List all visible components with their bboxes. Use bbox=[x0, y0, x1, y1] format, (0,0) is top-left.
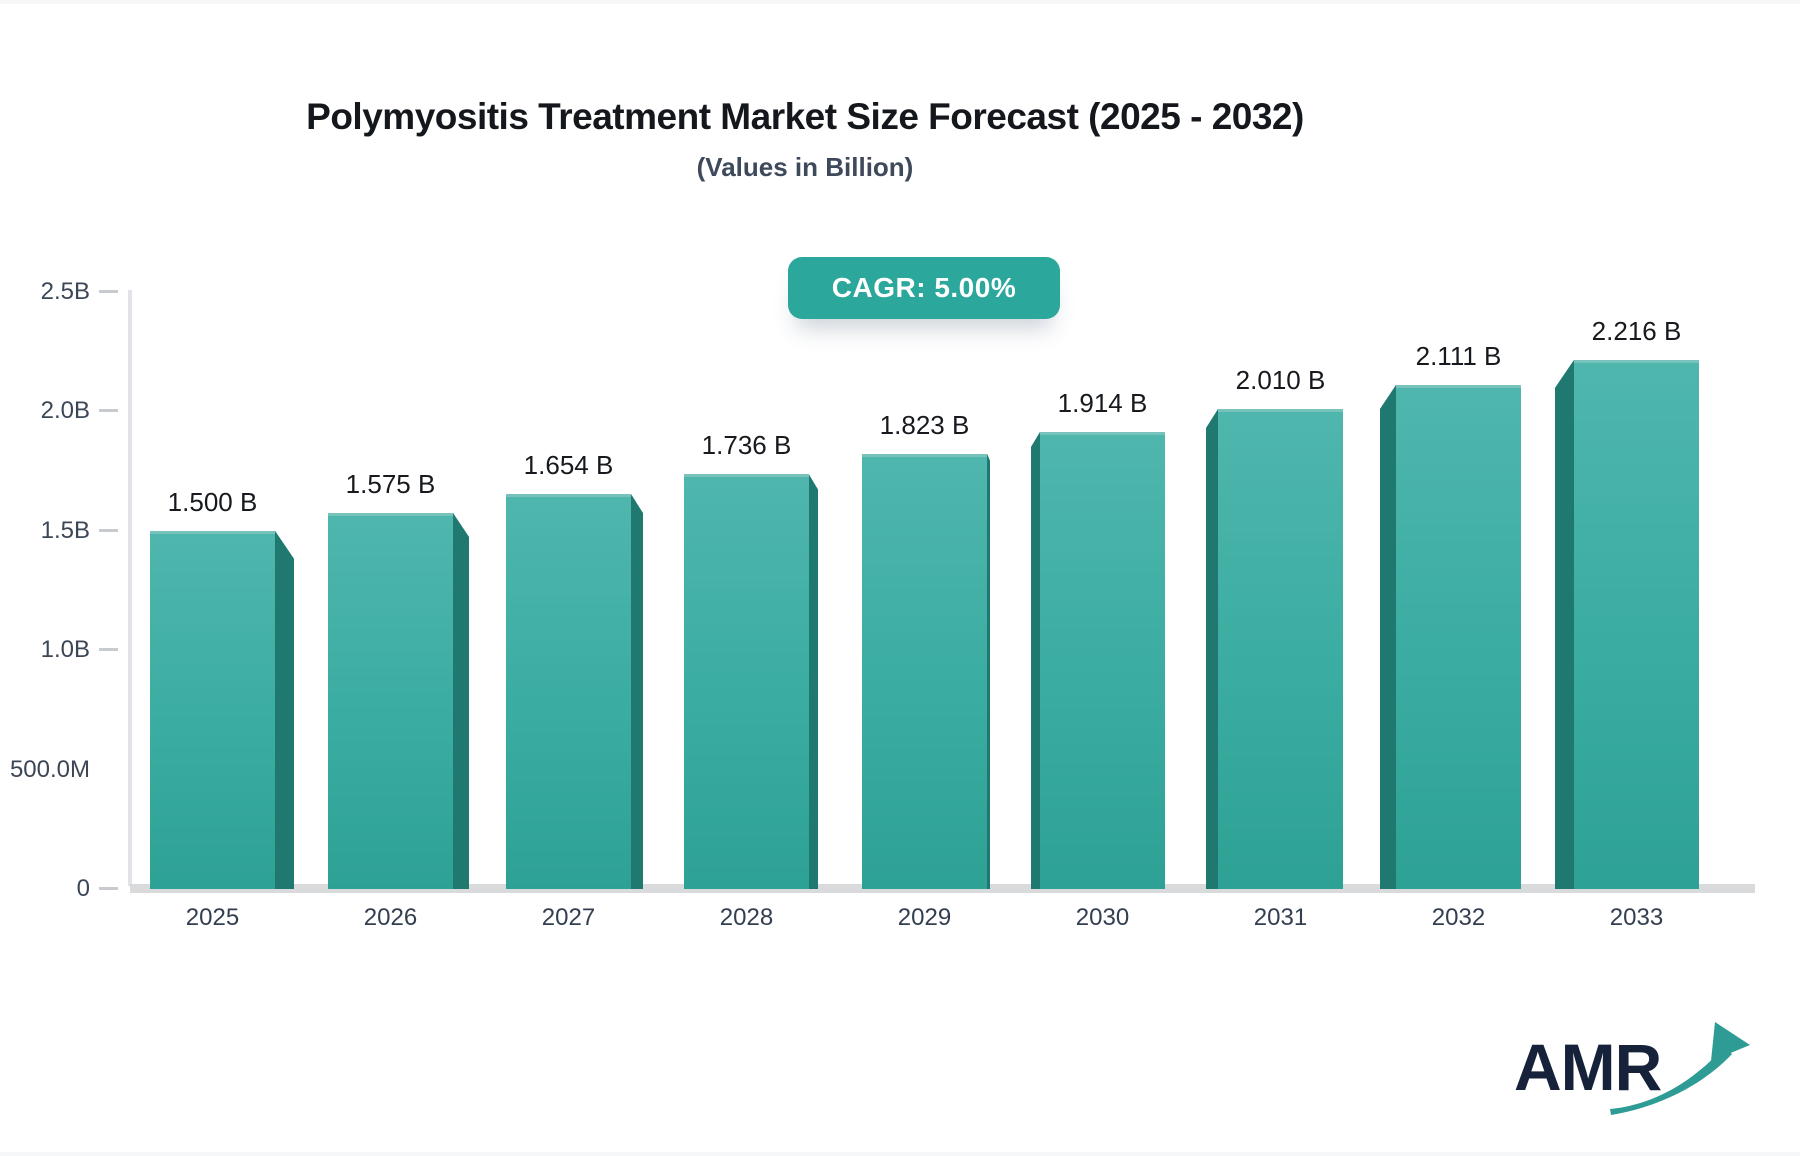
logo-trending-arrow-icon bbox=[1610, 1022, 1750, 1115]
bar bbox=[1574, 359, 1699, 889]
bar bbox=[1040, 431, 1165, 889]
y-tick-label: 500.0M bbox=[9, 755, 90, 783]
bar-value-label: 1.575 B bbox=[345, 468, 436, 499]
bar-value-label: 1.914 B bbox=[1057, 387, 1148, 418]
bar bbox=[328, 512, 453, 889]
chart-header: Polymyositis Treatment Market Size Forec… bbox=[0, 96, 1610, 183]
y-tick-dash bbox=[99, 648, 118, 652]
x-tick-label: 2032 bbox=[1431, 904, 1486, 931]
chart-subtitle: (Values in Billion) bbox=[696, 152, 914, 182]
bar-value-label: 1.823 B bbox=[879, 409, 970, 440]
x-tick-label: 2026 bbox=[363, 904, 418, 931]
bar bbox=[150, 530, 275, 889]
amr-logo-text: AMR bbox=[1514, 1030, 1662, 1104]
x-tick-label: 2033 bbox=[1609, 904, 1664, 931]
y-tick-label: 0 bbox=[76, 875, 90, 902]
bar-side-3d bbox=[1206, 409, 1218, 889]
bar-value-label: 2.111 B bbox=[1415, 340, 1502, 371]
bar-side-3d bbox=[1555, 359, 1574, 889]
bar-side-3d bbox=[453, 512, 469, 889]
x-tick-label: 2030 bbox=[1075, 904, 1130, 931]
bar-value-label: 1.500 B bbox=[167, 486, 258, 517]
x-tick-label: 2031 bbox=[1253, 904, 1308, 931]
y-tick-label: 2.0B bbox=[40, 397, 90, 425]
bar-value-label: 2.010 B bbox=[1235, 365, 1326, 395]
bar-value-label: 2.216 B bbox=[1591, 315, 1682, 346]
bar bbox=[1218, 409, 1343, 889]
y-axis-line bbox=[128, 290, 132, 886]
cagr-badge: CAGR: 5.00% bbox=[788, 257, 1060, 319]
bar-side-3d bbox=[987, 453, 990, 889]
bar-value-label: 1.736 B bbox=[701, 430, 792, 461]
bar bbox=[684, 474, 809, 889]
y-tick-label: 1.5B bbox=[40, 516, 90, 544]
bar-value-label: 1.654 B bbox=[523, 450, 614, 481]
bar-side-3d bbox=[1031, 431, 1040, 889]
amr-logo: AMR bbox=[1514, 1022, 1750, 1115]
y-tick-dash bbox=[99, 409, 118, 413]
bar bbox=[862, 453, 987, 889]
y-tick-dash bbox=[99, 887, 118, 890]
y-tick-dash bbox=[99, 528, 118, 532]
cagr-badge-label: CAGR: 5.00% bbox=[831, 272, 1017, 303]
bar-side-3d bbox=[1380, 384, 1396, 889]
bar bbox=[506, 494, 631, 889]
bar bbox=[1396, 384, 1521, 889]
bar-side-3d bbox=[275, 530, 294, 889]
x-tick-label: 2028 bbox=[719, 904, 774, 931]
x-tick-label: 2029 bbox=[897, 904, 952, 931]
chart-title: Polymyositis Treatment Market Size Forec… bbox=[306, 96, 1304, 137]
y-tick-label: 2.5B bbox=[40, 278, 90, 305]
y-tick-dash bbox=[99, 290, 118, 293]
bar-side-3d bbox=[809, 474, 818, 889]
x-tick-label: 2027 bbox=[541, 904, 596, 931]
bar-side-3d bbox=[631, 494, 643, 889]
x-tick-label: 2025 bbox=[185, 904, 240, 931]
y-tick-label: 1.0B bbox=[40, 636, 90, 664]
